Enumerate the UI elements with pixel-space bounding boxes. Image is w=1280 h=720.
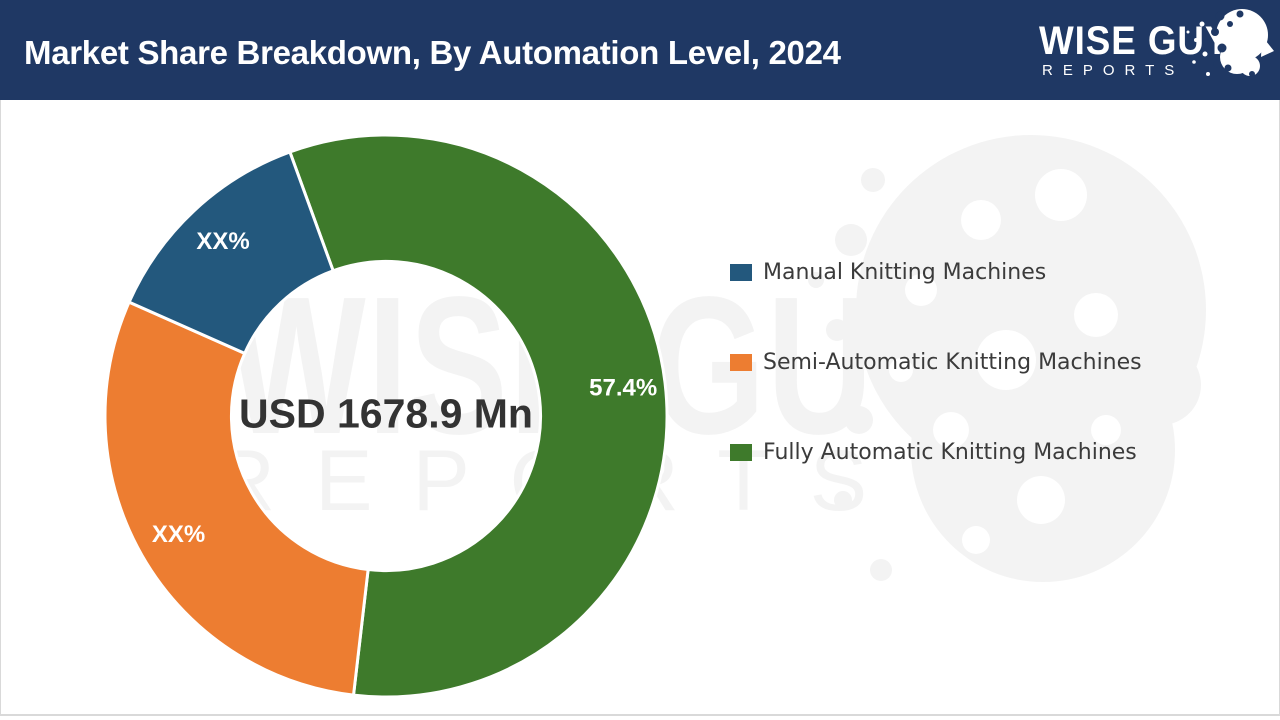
slice-label-1: XX% bbox=[152, 521, 205, 548]
header: Market Share Breakdown, By Automation Le… bbox=[0, 0, 1280, 100]
donut-slice-1 bbox=[103, 300, 370, 697]
chart-center-value: USD 1678.9 Mn bbox=[239, 390, 533, 437]
watermark-head-holes bbox=[889, 169, 1121, 554]
legend-swatch-fully-automatic bbox=[730, 443, 752, 461]
watermark-head-icon bbox=[808, 135, 1206, 582]
donut-chart: 57.4% XX% XX% bbox=[103, 133, 669, 699]
legend-item-fully-automatic: Fully Automatic Knitting Machines bbox=[730, 435, 1142, 469]
brand-head-icon bbox=[1186, 9, 1274, 81]
donut-slice-0 bbox=[288, 133, 669, 699]
slice-label-2: XX% bbox=[196, 228, 249, 255]
legend-item-manual: Manual Knitting Machines bbox=[730, 255, 1142, 289]
brand-logo: WISE GUY REPORTS bbox=[1039, 9, 1274, 81]
legend-label: Manual Knitting Machines bbox=[763, 259, 1047, 285]
page-title: Market Share Breakdown, By Automation Le… bbox=[24, 34, 841, 71]
legend: Manual Knitting Machines Semi-Automatic … bbox=[730, 255, 1142, 525]
legend-label: Fully Automatic Knitting Machines bbox=[763, 439, 1137, 465]
legend-swatch-manual bbox=[730, 263, 752, 281]
legend-item-semi-automatic: Semi-Automatic Knitting Machines bbox=[730, 345, 1142, 379]
donut-slice-2 bbox=[127, 150, 335, 355]
slice-label-0: 57.4% bbox=[589, 375, 657, 402]
chart-area: WISE GUY REPORTS bbox=[0, 100, 1280, 716]
legend-label: Semi-Automatic Knitting Machines bbox=[763, 349, 1142, 375]
brand-tagline: REPORTS bbox=[1042, 62, 1184, 79]
legend-swatch-semi-automatic bbox=[730, 353, 752, 371]
